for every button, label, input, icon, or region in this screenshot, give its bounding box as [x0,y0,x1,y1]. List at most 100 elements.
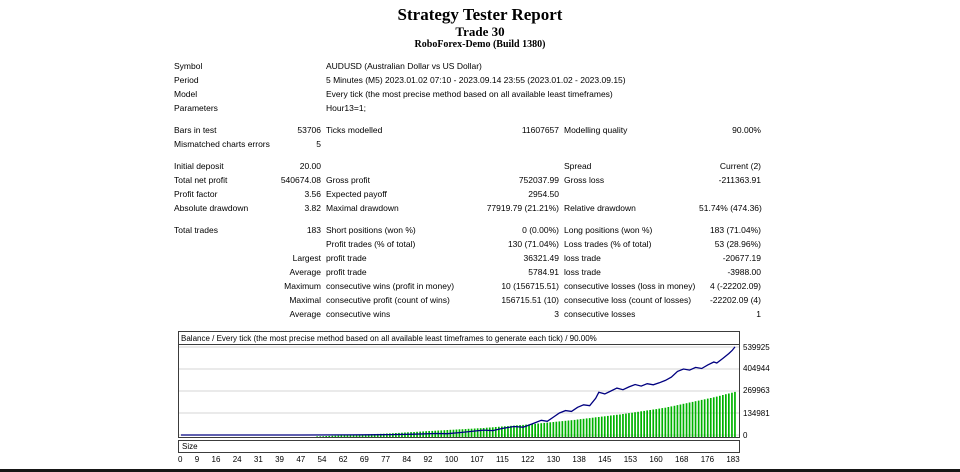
spacer-cell [174,115,761,123]
report-value: Every tick (the most precise method base… [326,89,613,99]
x-axis-label: 176 [700,455,715,464]
report-server: RoboForex-Demo (Build 1380) [414,39,546,50]
report-label: Total net profit [174,175,228,185]
x-axis-label: 145 [598,455,612,464]
report-label [559,137,699,151]
report-label: consecutive profit (count of wins) [326,295,450,305]
report-row: Average consecutive wins 3 consecutive loss… [174,307,761,321]
size-bar [585,418,588,437]
report-label [174,251,266,265]
size-bar [640,411,642,437]
size-bar [673,405,676,437]
y-axis-label: 404944 [743,364,770,374]
size-bar [328,435,331,437]
size-bar [597,417,600,437]
x-axis-label: 92 [423,455,433,464]
report-value: 77919.79 (21.21%) [486,203,559,213]
report-value: 53 (28.96%) [714,239,761,249]
report-label: Initial deposit [174,161,224,171]
x-axis-label: 0 [178,455,183,464]
x-axis-label: 39 [275,455,285,464]
size-bar [691,401,694,437]
size-bar [479,428,482,437]
size-bar [498,426,500,437]
y-axis-label: 134981 [743,408,770,418]
y-axis: 539925 404944 269963 134981 0 [743,331,791,440]
report-label: Loss trades (% of total) [564,239,652,249]
size-bar [628,413,630,437]
size-bar [491,427,494,437]
size-bar [331,435,334,437]
report-label: profit trade [326,267,367,277]
report-value: 5784.91 [528,267,559,277]
report-row: Parameters Hour13=1; [174,101,761,115]
report-label: consecutive wins (profit in money) [326,281,455,291]
report-label: Spread [564,161,592,171]
size-bar [358,434,361,437]
x-axis: 0 9 16 24 31 39 47 54 62 69 77 84 92 100 107 115 122 130 1… [178,455,740,465]
report-value: -3988.00 [727,267,761,277]
report-value: 90.00% [732,125,761,135]
size-bar [464,429,467,437]
size-bar [634,412,636,437]
report-value: 36321.49 [523,253,559,263]
size-bar [619,414,621,437]
report-row: Maximum consecutive wins (profit in money… [174,279,761,293]
report-value: -20677.19 [722,253,761,263]
x-axis-label: 130 [546,455,561,464]
report-value: Maximal [289,295,321,305]
x-axis-label: 115 [496,455,509,464]
x-axis-label: 24 [232,455,242,464]
report-value: 130 (71.04%) [507,239,559,249]
report-value: 11607657 [521,125,559,135]
report-label: Expected payoff [326,189,387,199]
report-label [174,265,266,279]
report-label: Total trades [174,225,218,235]
balance-line [181,346,736,436]
x-axis-label: 100 [444,455,459,464]
size-bar [600,416,603,437]
size-bar [652,409,655,437]
size-bar [643,410,645,437]
report-label [174,279,266,293]
size-bar [364,434,367,437]
report-value [266,237,321,251]
report-label: Modelling quality [564,125,628,135]
report-value: 53706 [297,125,321,135]
size-bar [622,414,624,437]
report-label: Parameters [174,103,218,113]
size-bar [712,397,715,437]
spacer-cell [174,215,761,223]
report-value: 51.74% (474.36) [699,203,762,213]
report-value: 20.00 [299,161,321,171]
report-table-body: Symbol AUDUSD (Australian Dollar vs US Do… [174,59,762,321]
report-label: Gross loss [564,175,605,185]
size-bar [570,420,573,437]
size-bar [607,415,609,437]
size-bar [564,420,567,437]
report-label [174,237,266,251]
size-bar [728,393,730,437]
report-row: Absolute drawdown 3.82 Maximal drawdown 779… [174,201,762,215]
report-value: 0 (0.00%) [522,225,559,235]
size-bar [616,414,618,437]
size-bar [319,436,322,437]
report-label: Profit factor [174,189,218,199]
size-bar [513,425,515,437]
size-bar [346,435,349,437]
report-value: -211363.91 [718,175,761,185]
chart-column: Balance / Every tick (the most precise m… [178,331,740,465]
size-bar [667,407,670,437]
size-bar [637,411,639,437]
report-label: Bars in test [174,125,217,135]
size-bar [588,418,591,437]
report-value: 183 (71.04%) [709,225,761,235]
x-axis-label: 107 [470,455,484,464]
size-bar [715,396,718,437]
size-bar [531,424,533,437]
report-value: 752037.99 [518,175,559,185]
x-axis-label: 69 [359,455,369,464]
report-value: 5 [316,139,321,149]
report-value: 1 [756,309,761,319]
report-label [321,159,471,173]
